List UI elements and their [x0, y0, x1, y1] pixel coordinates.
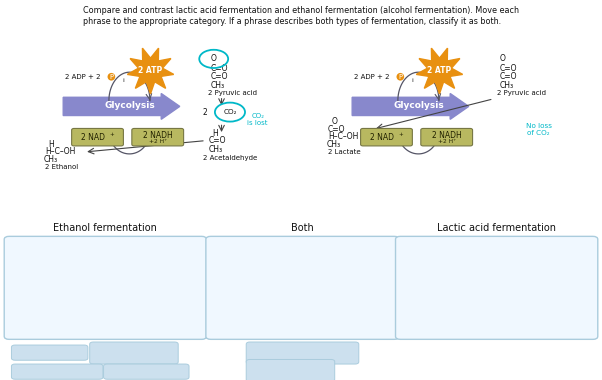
Text: Both: Both — [291, 223, 314, 233]
FancyBboxPatch shape — [132, 128, 184, 146]
Text: 2 NAD: 2 NAD — [370, 133, 394, 142]
Text: CH₃: CH₃ — [500, 81, 514, 90]
Text: P: P — [399, 74, 402, 80]
Text: H: H — [212, 128, 218, 138]
FancyArrow shape — [352, 93, 469, 119]
Text: 2: 2 — [202, 108, 207, 117]
Text: 2 Pyruvic acid: 2 Pyruvic acid — [497, 90, 545, 96]
Text: i: i — [122, 78, 124, 83]
Text: regenerates NAD⁺ that
can be used in glycolysis: regenerates NAD⁺ that can be used in gly… — [252, 343, 353, 363]
FancyBboxPatch shape — [104, 364, 189, 379]
Text: +: + — [110, 131, 114, 137]
Text: C=O: C=O — [211, 72, 228, 81]
FancyArrow shape — [63, 93, 180, 119]
Text: 2 Pyruvic acid: 2 Pyruvic acid — [208, 90, 256, 96]
Text: P: P — [110, 74, 113, 80]
Text: +: + — [399, 131, 403, 137]
Polygon shape — [127, 48, 174, 94]
Text: generates ethanol: generates ethanol — [13, 348, 87, 357]
Text: Compare and contrast lactic acid fermentation and ethanol fermentation (alcohol : Compare and contrast lactic acid ferment… — [83, 6, 519, 27]
Text: CH₃: CH₃ — [211, 81, 225, 90]
Text: +2 H⁺: +2 H⁺ — [438, 139, 456, 144]
FancyBboxPatch shape — [11, 345, 88, 360]
FancyBboxPatch shape — [396, 236, 598, 339]
Text: Glycolysis: Glycolysis — [393, 101, 444, 110]
FancyBboxPatch shape — [361, 128, 412, 146]
Text: C=O: C=O — [328, 125, 346, 134]
Text: 2 NAD: 2 NAD — [81, 133, 105, 142]
Text: 2 Ethanol: 2 Ethanol — [45, 164, 78, 170]
Text: 2 ADP + 2: 2 ADP + 2 — [354, 74, 389, 80]
Text: H–C–OH: H–C–OH — [328, 132, 358, 141]
Text: considered to be
an anaerobic process: considered to be an anaerobic process — [91, 343, 177, 363]
Text: C=O: C=O — [500, 64, 517, 73]
Text: Ethanol fermentation: Ethanol fermentation — [54, 223, 157, 233]
Polygon shape — [416, 48, 463, 94]
Text: O: O — [500, 54, 506, 63]
Text: C=O: C=O — [500, 72, 517, 81]
Text: H–C–OH: H–C–OH — [45, 147, 75, 157]
Text: 2 ATP: 2 ATP — [427, 66, 452, 75]
Text: Glycolysis: Glycolysis — [104, 101, 155, 110]
Text: 2 NADH: 2 NADH — [432, 131, 462, 140]
Text: 2 Acetaldehyde: 2 Acetaldehyde — [203, 155, 257, 161]
FancyBboxPatch shape — [246, 342, 359, 364]
Text: CO₂
is lost: CO₂ is lost — [247, 113, 268, 126]
Text: 2 ATP: 2 ATP — [138, 66, 163, 75]
Text: CH₃: CH₃ — [327, 140, 341, 149]
FancyBboxPatch shape — [72, 128, 123, 146]
Text: +2 H⁺: +2 H⁺ — [149, 139, 167, 144]
Text: C=O: C=O — [211, 64, 228, 73]
Text: 2 ADP + 2: 2 ADP + 2 — [65, 74, 101, 80]
Text: O: O — [331, 117, 337, 126]
FancyBboxPatch shape — [11, 364, 103, 379]
Text: used by yeast cells: used by yeast cells — [108, 367, 185, 376]
Text: 2 NADH: 2 NADH — [143, 131, 173, 140]
Text: i: i — [411, 78, 413, 83]
Text: Lactic acid fermentation: Lactic acid fermentation — [437, 223, 556, 233]
Text: C=O: C=O — [209, 136, 226, 145]
Text: No loss
of CO₂: No loss of CO₂ — [526, 123, 552, 136]
Text: CH₃: CH₃ — [209, 145, 223, 154]
Text: 2 Lactate: 2 Lactate — [328, 149, 361, 155]
Text: produces
lactic acid (lactate): produces lactic acid (lactate) — [252, 361, 329, 380]
Text: H: H — [48, 140, 54, 149]
Text: O: O — [211, 54, 217, 63]
Text: CO₂: CO₂ — [223, 109, 237, 115]
FancyBboxPatch shape — [206, 236, 399, 339]
FancyBboxPatch shape — [90, 342, 178, 364]
FancyBboxPatch shape — [421, 128, 473, 146]
FancyBboxPatch shape — [4, 236, 206, 339]
Text: used by animal cells: used by animal cells — [16, 367, 98, 376]
Text: CH₃: CH₃ — [44, 155, 58, 164]
FancyBboxPatch shape — [246, 359, 335, 380]
